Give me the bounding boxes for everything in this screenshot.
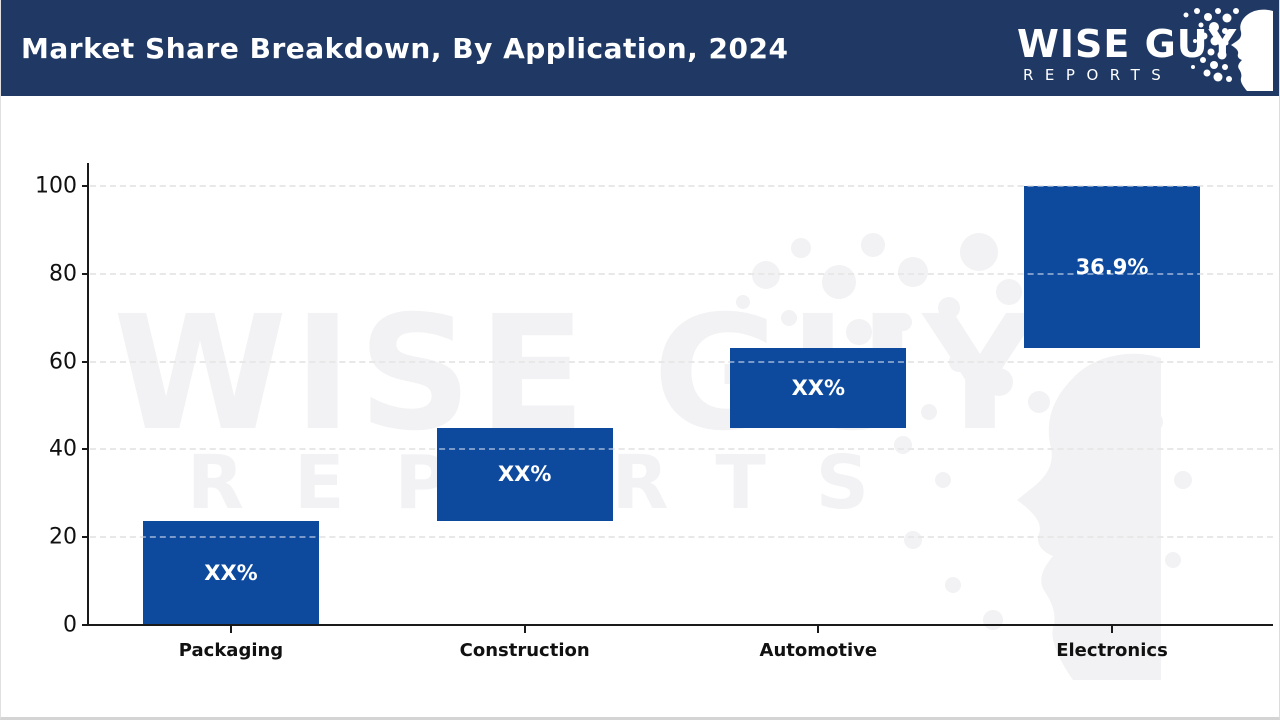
y-tick-label: 40 xyxy=(49,436,77,462)
bar-construction: XX% xyxy=(436,427,613,521)
gridline-overlay xyxy=(90,536,1273,539)
x-tick-label: Automotive xyxy=(759,640,878,661)
y-tick-label: 20 xyxy=(49,524,77,550)
y-tick-mark xyxy=(82,272,89,275)
y-tick-mark xyxy=(82,360,89,363)
bar-label: XX% xyxy=(497,462,552,487)
gridline-overlay xyxy=(90,448,1273,451)
y-tick-label: 0 xyxy=(63,612,77,638)
gridline xyxy=(90,536,1273,539)
x-tick-label: Construction xyxy=(459,640,590,661)
gridline xyxy=(90,360,1273,363)
brand-logo: WISE GUY REPORTS xyxy=(1015,5,1273,91)
bar-label: 36.9% xyxy=(1075,254,1149,279)
gridline-overlay xyxy=(90,272,1273,275)
x-axis xyxy=(87,624,1273,626)
x-tick-label: Packaging xyxy=(178,640,284,661)
logo-face-dots-icon xyxy=(1183,8,1239,82)
logo-primary-text: WISE GUY xyxy=(1017,22,1237,66)
logo-secondary-text: REPORTS xyxy=(1023,66,1172,84)
gridline xyxy=(90,448,1273,451)
bar-label: XX% xyxy=(791,375,846,400)
bar-packaging: XX% xyxy=(143,520,319,625)
x-tick-label: Electronics xyxy=(1056,640,1168,661)
y-tick-label: 80 xyxy=(49,261,77,287)
gridline xyxy=(90,185,1273,187)
bar-electronics: 36.9% xyxy=(1024,186,1200,348)
wise-guy-logo-graphic: WISE GUY REPORTS xyxy=(1017,8,1273,91)
x-tick-mark xyxy=(523,626,526,633)
x-tick-mark xyxy=(1111,626,1113,633)
y-tick-mark xyxy=(82,185,89,187)
x-tick-mark xyxy=(817,626,820,633)
x-tick-mark xyxy=(230,626,232,633)
gridline-overlay xyxy=(90,360,1273,363)
bar-label: XX% xyxy=(204,560,258,585)
y-tick-mark xyxy=(82,624,89,626)
header-bar: Market Share Breakdown, By Application, … xyxy=(1,0,1279,96)
logo-face-profile-icon xyxy=(1231,9,1273,91)
y-tick-mark xyxy=(82,536,89,539)
y-tick-label: 100 xyxy=(35,173,77,199)
page-title: Market Share Breakdown, By Application, … xyxy=(21,31,789,65)
gridline-overlay xyxy=(90,185,1273,187)
gridline xyxy=(90,272,1273,275)
y-tick-mark xyxy=(82,448,89,451)
y-axis xyxy=(87,163,89,626)
y-tick-label: 60 xyxy=(49,349,77,375)
